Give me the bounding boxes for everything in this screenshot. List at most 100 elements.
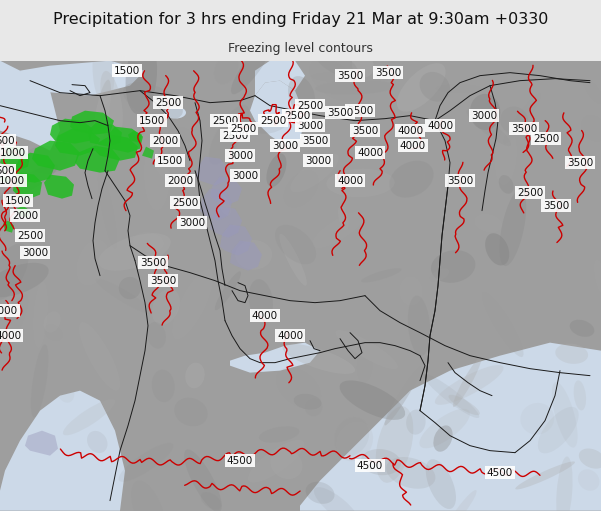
Ellipse shape [313, 212, 364, 248]
Ellipse shape [315, 80, 394, 95]
Polygon shape [13, 173, 42, 199]
Polygon shape [20, 61, 145, 96]
Text: 2500: 2500 [230, 124, 256, 134]
Ellipse shape [98, 233, 171, 271]
Ellipse shape [79, 322, 120, 390]
Ellipse shape [338, 206, 349, 230]
Text: 3000: 3000 [305, 156, 331, 166]
Ellipse shape [389, 160, 434, 198]
Ellipse shape [31, 344, 49, 417]
Ellipse shape [294, 394, 322, 410]
Ellipse shape [153, 159, 175, 185]
Ellipse shape [275, 225, 316, 264]
Ellipse shape [579, 449, 601, 469]
Text: 1000: 1000 [0, 176, 25, 185]
Ellipse shape [470, 94, 500, 130]
Ellipse shape [556, 456, 573, 511]
Ellipse shape [0, 263, 49, 297]
Ellipse shape [248, 440, 304, 482]
Text: 3500: 3500 [347, 106, 373, 115]
Ellipse shape [266, 153, 287, 187]
Ellipse shape [314, 487, 359, 511]
Ellipse shape [284, 171, 319, 207]
Ellipse shape [209, 105, 249, 165]
Polygon shape [0, 61, 60, 151]
Ellipse shape [100, 71, 123, 133]
Ellipse shape [312, 72, 388, 83]
Text: 3500: 3500 [447, 176, 473, 185]
Text: 3500: 3500 [140, 258, 166, 268]
Ellipse shape [56, 379, 75, 403]
Polygon shape [142, 147, 154, 158]
Text: 2500: 2500 [212, 115, 238, 126]
Text: 4500: 4500 [487, 468, 513, 478]
Text: 3000: 3000 [179, 218, 205, 227]
Ellipse shape [357, 348, 373, 382]
Ellipse shape [0, 243, 29, 300]
Polygon shape [196, 157, 228, 185]
Polygon shape [44, 175, 74, 199]
Ellipse shape [215, 271, 241, 310]
Polygon shape [88, 123, 122, 147]
Text: 4000: 4000 [357, 148, 383, 158]
Ellipse shape [578, 469, 599, 491]
Text: 3500: 3500 [567, 158, 593, 168]
Ellipse shape [520, 403, 554, 434]
Polygon shape [50, 119, 93, 144]
Text: 2500: 2500 [172, 198, 198, 207]
Text: 1500: 1500 [157, 156, 183, 166]
Ellipse shape [361, 268, 401, 283]
Ellipse shape [44, 324, 63, 341]
Polygon shape [25, 431, 58, 456]
Ellipse shape [33, 282, 48, 348]
Text: 3000: 3000 [22, 248, 48, 258]
Ellipse shape [87, 431, 108, 453]
Ellipse shape [361, 449, 401, 475]
Ellipse shape [447, 490, 477, 511]
Ellipse shape [123, 82, 183, 120]
Ellipse shape [168, 127, 192, 144]
Ellipse shape [305, 399, 323, 416]
Ellipse shape [474, 214, 502, 233]
Ellipse shape [306, 482, 335, 504]
Polygon shape [3, 221, 14, 233]
Text: Precipitation for 3 hrs ending Friday 21 Mar at 9:30am +0330: Precipitation for 3 hrs ending Friday 21… [53, 12, 548, 27]
Ellipse shape [570, 320, 594, 337]
Polygon shape [15, 153, 55, 182]
Ellipse shape [118, 443, 174, 482]
Ellipse shape [408, 295, 430, 356]
Ellipse shape [218, 194, 231, 216]
Ellipse shape [185, 363, 205, 388]
Text: 3500: 3500 [375, 67, 401, 78]
Polygon shape [0, 390, 125, 510]
Ellipse shape [400, 276, 423, 306]
Ellipse shape [499, 190, 526, 266]
Ellipse shape [164, 107, 186, 119]
Text: 3500: 3500 [327, 108, 353, 118]
Ellipse shape [259, 426, 299, 443]
Ellipse shape [335, 330, 398, 369]
Ellipse shape [236, 240, 272, 270]
Text: 4000: 4000 [252, 311, 278, 320]
Ellipse shape [538, 407, 579, 453]
Text: 2500: 2500 [284, 111, 310, 121]
Ellipse shape [131, 481, 166, 511]
Ellipse shape [495, 128, 517, 185]
Ellipse shape [172, 269, 213, 339]
Ellipse shape [152, 289, 180, 325]
Ellipse shape [436, 84, 481, 92]
Text: 1500: 1500 [139, 115, 165, 126]
Text: 3000: 3000 [297, 121, 323, 131]
Text: 4000: 4000 [400, 141, 426, 151]
Polygon shape [250, 81, 305, 146]
Ellipse shape [552, 382, 578, 448]
Polygon shape [255, 61, 305, 96]
Ellipse shape [500, 107, 528, 134]
Text: 3000: 3000 [471, 111, 497, 121]
Ellipse shape [184, 449, 222, 511]
Ellipse shape [24, 146, 67, 174]
Ellipse shape [555, 343, 588, 364]
Polygon shape [75, 146, 120, 173]
Ellipse shape [448, 394, 480, 415]
Text: Freezing level contours: Freezing level contours [228, 42, 373, 55]
